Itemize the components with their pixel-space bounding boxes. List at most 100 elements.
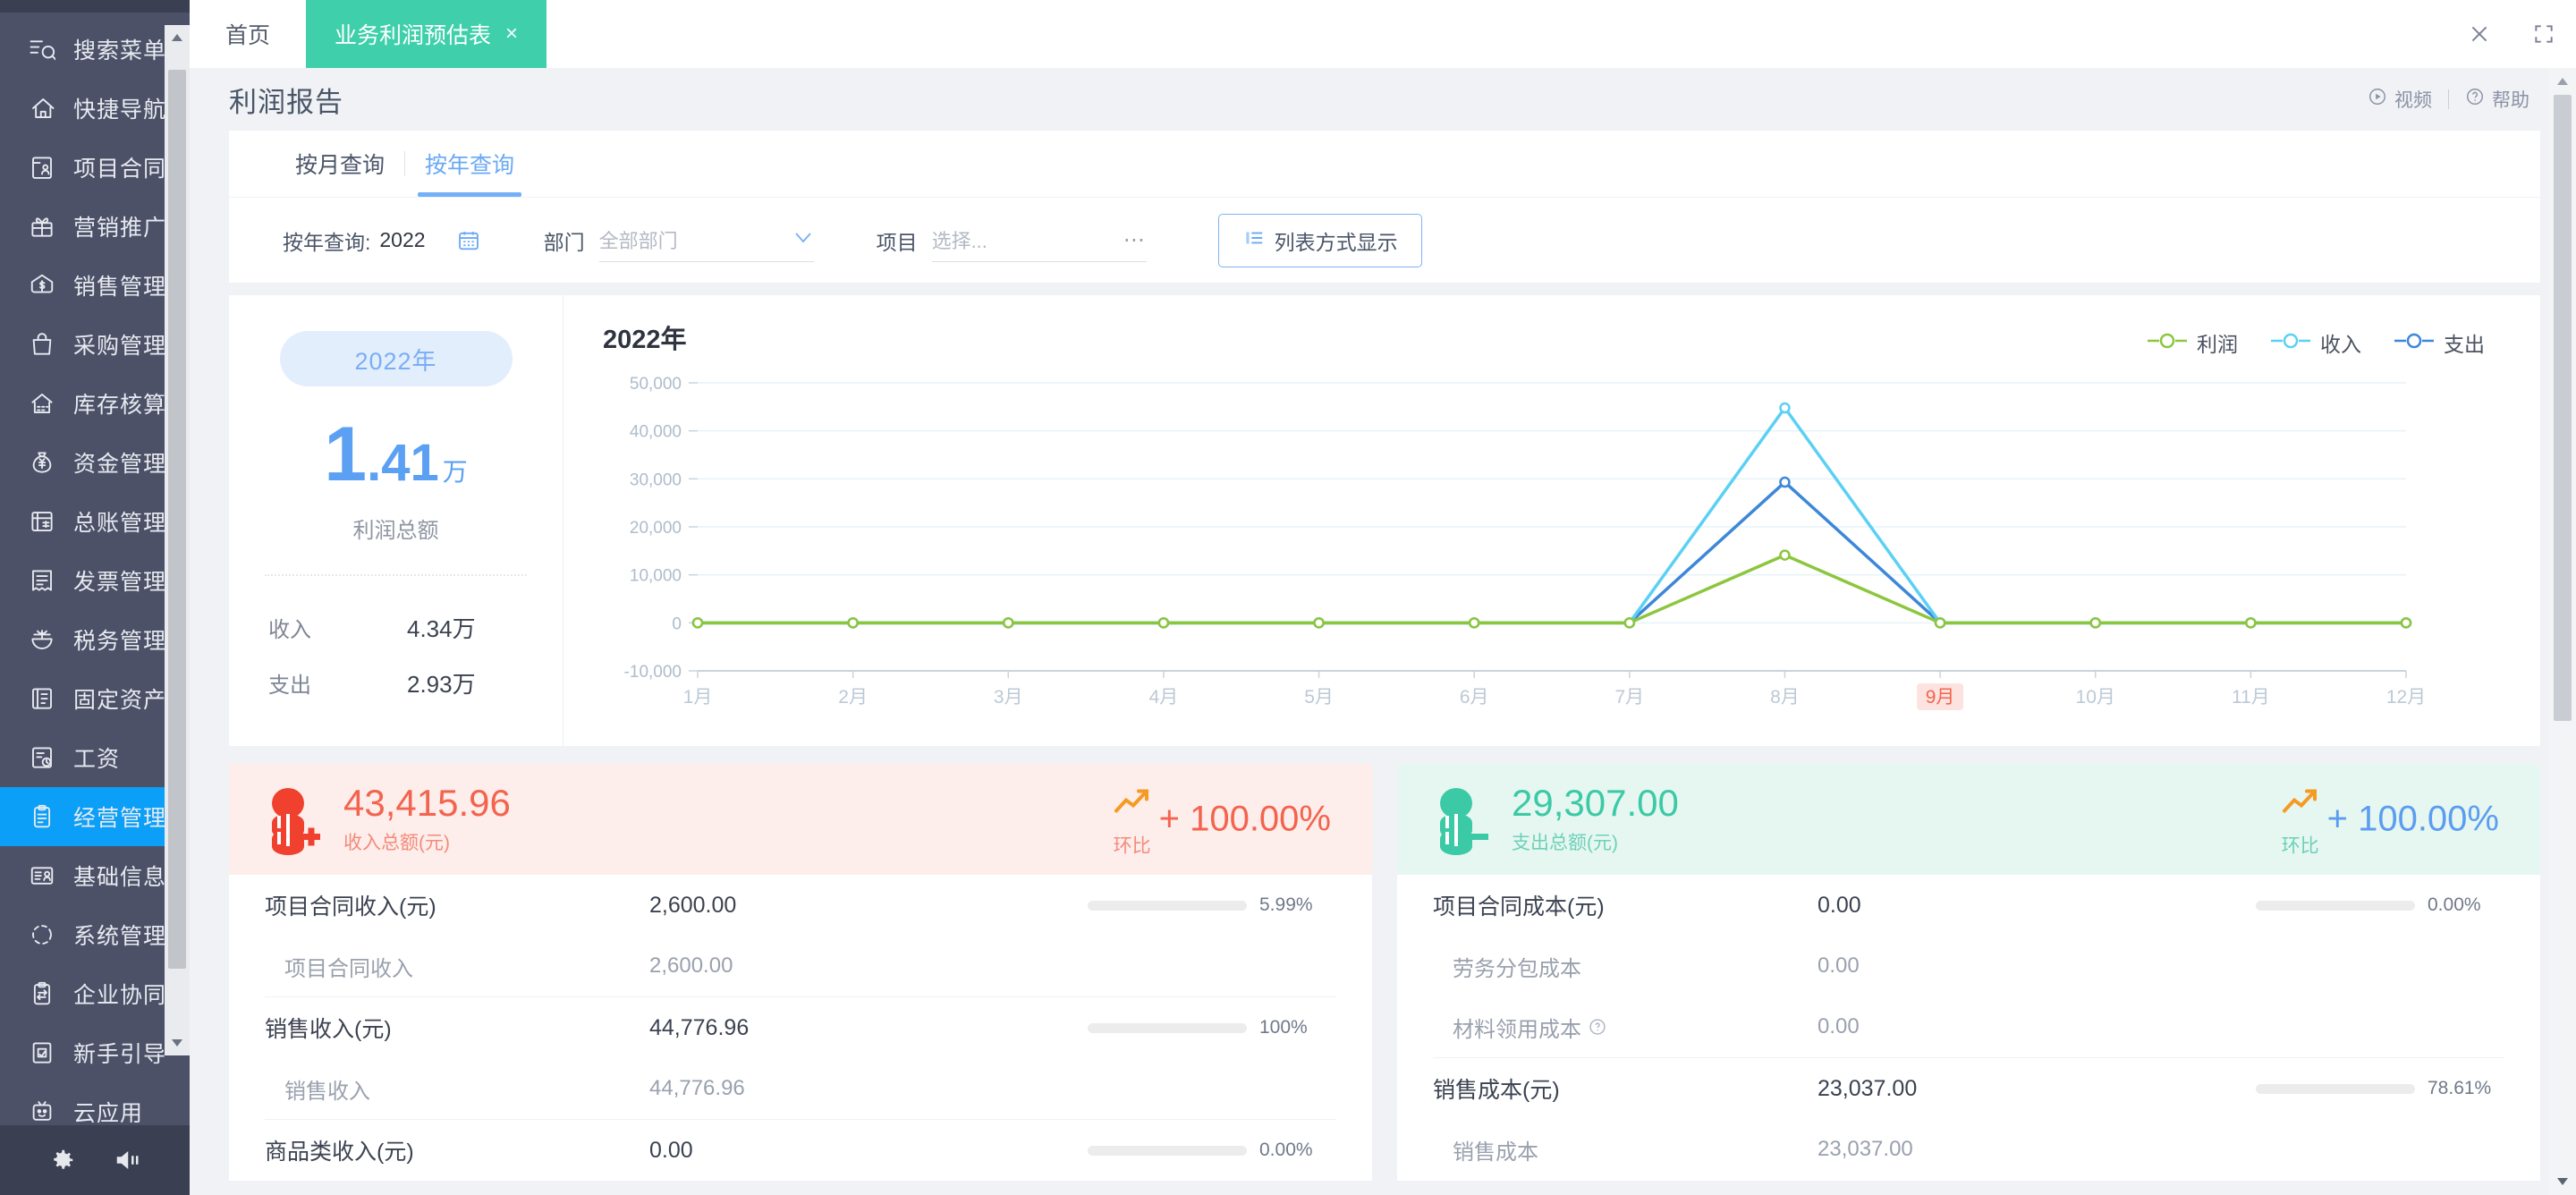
calendar-icon[interactable] xyxy=(456,228,481,253)
table-row: 项目合同成本(元) 0.00 0.00% xyxy=(1433,875,2504,936)
project-filter[interactable]: 项目 选择... ⋯ xyxy=(877,219,1147,262)
main-scroll-track[interactable] xyxy=(2549,95,2576,1168)
page-actions: 视频 帮助 xyxy=(2357,86,2540,113)
sidebar-scroll-track[interactable] xyxy=(165,49,190,1030)
row-value: 23,037.00 xyxy=(1818,1075,1918,1101)
sidebar-item-10[interactable]: 发票管理 xyxy=(0,551,190,610)
row-value: 0.00 xyxy=(649,1137,693,1163)
sidebar-item-label: 发票管理 xyxy=(73,569,167,595)
sidebar-item-5[interactable]: 销售管理 xyxy=(0,256,190,315)
sidebar-item-4[interactable]: 营销推广 xyxy=(0,197,190,256)
row-progress: 0.00% xyxy=(1034,1140,1336,1161)
video-action[interactable]: 视频 xyxy=(2357,86,2443,113)
legend-item-3[interactable]: 支出 xyxy=(2394,327,2485,358)
sidebar-item-7[interactable]: 库存核算 xyxy=(0,374,190,433)
project-select[interactable]: 选择... ⋯ xyxy=(931,219,1147,262)
close-icon[interactable] xyxy=(2447,0,2512,68)
legend-marker-icon xyxy=(2394,331,2435,355)
main-scroll-thumb[interactable] xyxy=(2554,95,2572,721)
row-progress: 0.00% xyxy=(2202,894,2504,916)
fullscreen-icon[interactable] xyxy=(2512,0,2576,68)
sidebar-item-12[interactable]: 固定资产 xyxy=(0,669,190,728)
gift-icon xyxy=(27,211,57,242)
tab-query-by-month[interactable]: 按月查询 xyxy=(283,131,397,197)
sidebar-item-18[interactable]: 新手引导 xyxy=(0,1023,190,1082)
list-icon xyxy=(1242,226,1266,255)
tab-close-icon[interactable]: × xyxy=(505,21,519,46)
sidebar-item-3[interactable]: 项目合同 xyxy=(0,138,190,197)
video-icon xyxy=(2368,87,2387,112)
help-circle-icon[interactable] xyxy=(1589,1018,1606,1036)
sidebar-item-2[interactable]: 快捷导航 xyxy=(0,79,190,138)
department-filter[interactable]: 部门 全部部门 xyxy=(544,219,814,262)
profit-total-caption: 利润总额 xyxy=(352,519,439,543)
progress-label: 100% xyxy=(1259,1017,1308,1038)
sidebar-item-14[interactable]: 经营管理 xyxy=(0,786,190,846)
row-value: 44,776.96 xyxy=(649,1076,745,1101)
list-view-button[interactable]: 列表方式显示 xyxy=(1217,213,1422,267)
legend-item-2[interactable]: 收入 xyxy=(2270,327,2361,358)
row-label: 商品类收入(元) xyxy=(265,1134,649,1166)
sidebar-scroll-thumb[interactable] xyxy=(168,69,186,969)
row-label-text: 劳务分包成本 xyxy=(1453,956,1581,981)
sidebar-item-6[interactable]: 采购管理 xyxy=(0,315,190,374)
help-action[interactable]: 帮助 xyxy=(2454,86,2540,113)
svg-text:7月: 7月 xyxy=(1614,687,1644,708)
chart-plot-area[interactable]: 50,000 40,000 30,000 20,000 10,000 0 -10,000 1月… xyxy=(590,370,2513,721)
sidebar-scrollbar[interactable] xyxy=(165,24,190,1055)
year-filter[interactable]: 按年查询: 2022 xyxy=(283,225,481,256)
sidebar-item-16[interactable]: 系统管理 xyxy=(0,905,190,964)
main-scrollbar[interactable] xyxy=(2549,68,2576,1195)
sidebar-scroll-down-icon[interactable] xyxy=(165,1030,190,1055)
summary-chart-row: 2022年 1 .41 万 利润总额 收入 4.34万 支出 2.93万 2022年 … xyxy=(229,295,2540,746)
row-label: 销售收入 xyxy=(265,1073,649,1105)
svg-text:20,000: 20,000 xyxy=(630,519,682,538)
invoice-icon xyxy=(27,565,57,596)
ellipsis-icon[interactable]: ⋯ xyxy=(1123,227,1147,252)
tab-query-by-month-label: 按月查询 xyxy=(295,153,386,178)
basic-info-icon xyxy=(27,860,57,891)
sidebar-item-label: 税务管理 xyxy=(73,628,167,654)
gear-icon[interactable] xyxy=(49,1147,76,1174)
sidebar-item-8[interactable]: 资金管理 xyxy=(0,433,190,492)
expense-card: 29,307.00 支出总额(元) 环比 + 100.00% xyxy=(1397,764,2540,1182)
department-select[interactable]: 全部部门 xyxy=(598,219,814,262)
sidebar-item-label: 系统管理 xyxy=(73,923,167,949)
sidebar-item-1[interactable]: 搜索菜单 xyxy=(0,20,190,79)
profit-total-integer: 1 xyxy=(324,411,368,497)
sidebar-item-17[interactable]: 企业协同 xyxy=(0,964,190,1023)
list-view-button-label: 列表方式显示 xyxy=(1274,230,1398,254)
sidebar-item-13[interactable]: 工资 xyxy=(0,728,190,787)
detail-group: 销售收入(元) 44,776.96 100% 销售收入 44,776.96 xyxy=(265,997,1336,1121)
sidebar-item-label: 搜索菜单 xyxy=(73,38,167,64)
line-chart-svg: 50,000 40,000 30,000 20,000 10,000 0 -10,0001月… xyxy=(624,375,2426,710)
tab-1[interactable]: 首页 xyxy=(190,0,306,68)
tab-query-by-year[interactable]: 按年查询 xyxy=(412,131,527,197)
progress-label: 5.99% xyxy=(1259,894,1313,916)
kpi-row-list: 收入 4.34万 支出 2.93万 xyxy=(265,599,527,710)
tab-2[interactable]: 业务利润预估表 × xyxy=(306,0,547,68)
page-title-bar: 利润报告 视频 帮助 xyxy=(190,68,2576,131)
project-filter-label: 项目 xyxy=(876,230,918,254)
sidebar-item-9[interactable]: 总账管理 xyxy=(0,492,190,551)
svg-text:12月: 12月 xyxy=(2386,687,2426,708)
income-card-body: 项目合同收入(元) 2,600.00 5.99% 项目合同收入 2,600.00 销售收入… xyxy=(229,875,1372,1181)
expense-total-label: 支出总额(元) xyxy=(1512,833,1618,854)
legend-label: 支出 xyxy=(2444,333,2485,356)
sidebar-item-11[interactable]: 税务管理 xyxy=(0,610,190,669)
detail-group: 项目合同收入(元) 2,600.00 5.99% 项目合同收入 2,600.00 xyxy=(265,875,1336,998)
main-scroll-down-icon[interactable] xyxy=(2549,1168,2576,1195)
row-label: 项目合同成本(元) xyxy=(1433,889,1818,921)
income-delta-value: + 100.00% xyxy=(1158,799,1331,839)
legend-item-1[interactable]: 利润 xyxy=(2147,327,2238,358)
row-progress: 5.99% xyxy=(1034,894,1336,916)
volume-icon[interactable] xyxy=(114,1147,140,1174)
row-label-text: 项目合同收入(元) xyxy=(265,894,436,920)
income-card-header: 43,415.96 收入总额(元) 环比 + 100.00% xyxy=(229,764,1372,876)
money-bag-icon xyxy=(27,447,57,478)
sidebar-item-15[interactable]: 基础信息 xyxy=(0,846,190,905)
sidebar-scroll-up-icon[interactable] xyxy=(165,24,190,50)
main-scroll-up-icon[interactable] xyxy=(2549,68,2576,95)
sidebar-item-19[interactable]: 云应用 xyxy=(0,1082,190,1125)
main-area: 首页 业务利润预估表 × 利润报告 视频 xyxy=(190,0,2576,1195)
